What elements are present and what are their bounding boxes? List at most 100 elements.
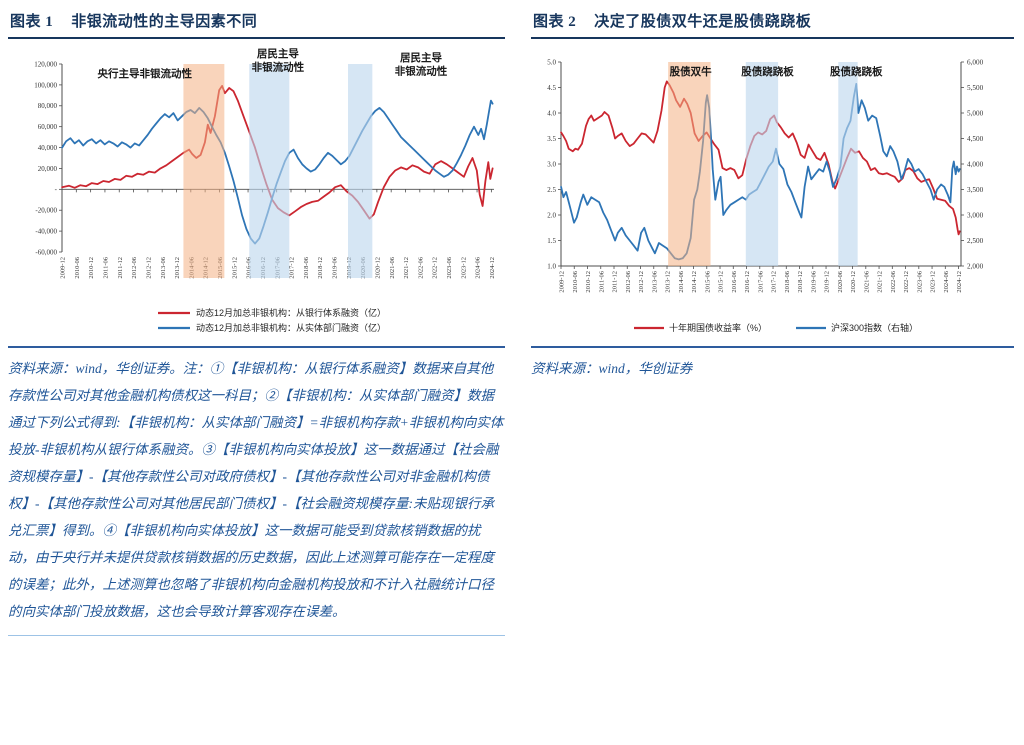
figure1-source-note: 资料来源：wind，华创证券。注：①【非银机构：从银行体系融资】数据来自其他存款… bbox=[8, 346, 505, 636]
x-axis-tick-label: 2020-12 bbox=[850, 271, 857, 293]
figure2-block: 图表 2 决定了股债双牛还是股债跷跷板 5.0 4.5 4.0 3.5 3.0 2.5 2.… bbox=[531, 6, 1014, 636]
left-axis-tick-label: 80,000 bbox=[38, 102, 58, 110]
right-axis-tick-label: 5,000 bbox=[967, 109, 984, 117]
x-axis-tick-label: 2023-12 bbox=[460, 257, 467, 279]
right-axis-tick-label: 5,500 bbox=[967, 84, 984, 92]
x-axis-tick-label: 2023-12 bbox=[930, 271, 937, 293]
right-axis-tick-label: 4,000 bbox=[967, 160, 984, 168]
x-axis-tick-label: 2019-12 bbox=[824, 271, 831, 293]
x-axis-tick-label: 2022-06 bbox=[890, 270, 897, 292]
highlight-band bbox=[183, 64, 225, 278]
right-axis-tick-label: 4,500 bbox=[967, 135, 984, 143]
figure1-title: 图表 1 非银流动性的主导因素不同 bbox=[8, 6, 505, 39]
x-axis-tick-label: 2022-12 bbox=[432, 257, 439, 279]
x-axis-tick-label: 2012-12 bbox=[145, 257, 152, 279]
x-axis-tick-label: 2024-12 bbox=[489, 257, 496, 279]
x-axis-tick-label: 2013-12 bbox=[174, 257, 181, 279]
x-axis-tick-label: 2016-12 bbox=[744, 271, 751, 293]
left-axis-tick-label: 4.5 bbox=[547, 84, 556, 92]
figure1-block: 图表 1 非银流动性的主导因素不同 120,000 100,000 80,000 60… bbox=[8, 6, 505, 636]
left-axis-tick-label: 1.5 bbox=[547, 237, 556, 245]
left-axis-tick-label: 5.0 bbox=[547, 58, 556, 66]
left-axis-tick-label: 3.5 bbox=[547, 135, 556, 143]
x-axis-tick-label: 2018-06 bbox=[303, 256, 310, 278]
left-axis-tick-label: 2.0 bbox=[547, 211, 556, 219]
chart-annotation: 非银流动性 bbox=[395, 65, 448, 78]
x-axis-tick-label: 2010-12 bbox=[585, 271, 592, 293]
x-axis-tick-label: 2020-12 bbox=[374, 257, 381, 279]
right-axis-tick-label: 2,000 bbox=[967, 262, 984, 270]
figure2-chart: 5.0 4.5 4.0 3.5 3.0 2.5 2.0 1.5 1.0 6,000 5,500 5,0… bbox=[547, 58, 984, 333]
x-axis-tick-label: 2010-12 bbox=[88, 257, 95, 279]
highlight-band bbox=[745, 62, 779, 266]
x-axis-tick-label: 2023-06 bbox=[446, 256, 453, 278]
highlight-band bbox=[668, 62, 711, 266]
x-axis-tick-label: 2011-12 bbox=[117, 257, 124, 278]
x-axis-tick-label: 2010-06 bbox=[572, 270, 579, 292]
x-axis-tick-label: 2016-06 bbox=[246, 256, 253, 278]
figure1-label: 图表 1 bbox=[10, 14, 54, 30]
left-axis-tick-label: 3.0 bbox=[547, 160, 556, 168]
x-axis-tick-label: 2019-06 bbox=[332, 256, 339, 278]
right-axis-tick-label: 2,500 bbox=[967, 237, 984, 245]
x-axis-tick-label: 2024-06 bbox=[475, 256, 482, 278]
x-axis-tick-label: 2022-12 bbox=[903, 271, 910, 293]
chart-annotation: 股债跷跷板 bbox=[830, 65, 883, 78]
x-axis-tick-label: 2013-12 bbox=[665, 271, 672, 293]
right-axis-tick-label: 6,000 bbox=[967, 58, 984, 66]
x-axis-tick-label: 2009-12 bbox=[60, 257, 67, 279]
figure2-title-text: 决定了股债双牛还是股债跷跷板 bbox=[594, 14, 812, 30]
left-axis-tick-label: 2.5 bbox=[547, 186, 556, 194]
x-axis-tick-label: 2022-06 bbox=[417, 256, 424, 278]
highlight-band bbox=[348, 64, 373, 278]
legend-label: 动态12月加总非银机构：从实体部门融资（亿） bbox=[196, 322, 386, 333]
x-axis-tick-label: 2024-12 bbox=[956, 271, 963, 293]
x-axis-tick-label: 2018-06 bbox=[784, 270, 791, 292]
left-axis-tick-label: 60,000 bbox=[38, 123, 58, 131]
x-axis-tick-label: 2017-06 bbox=[757, 270, 764, 292]
left-axis-tick-label: -60,000 bbox=[35, 248, 57, 256]
x-axis-tick-label: 2011-12 bbox=[612, 271, 619, 292]
left-axis-tick-label: - bbox=[55, 186, 58, 194]
x-axis-tick-label: 2014-12 bbox=[691, 271, 698, 293]
x-axis-tick-label: 2017-12 bbox=[771, 271, 778, 293]
x-axis-tick-label: 2019-06 bbox=[810, 270, 817, 292]
x-axis-tick-label: 2012-06 bbox=[131, 256, 138, 278]
figure2-chart-area: 5.0 4.5 4.0 3.5 3.0 2.5 2.0 1.5 1.0 6,000 5,500 5,0… bbox=[531, 39, 1014, 344]
figure1-chart-area: 120,000 100,000 80,000 60,000 40,000 20,000 - -… bbox=[8, 39, 505, 344]
x-axis-tick-label: 2012-06 bbox=[625, 270, 632, 292]
x-axis-tick-label: 2012-12 bbox=[638, 271, 645, 293]
left-axis-tick-label: 120,000 bbox=[34, 60, 57, 68]
x-axis-tick-label: 2017-12 bbox=[289, 257, 296, 279]
x-axis-tick-label: 2011-06 bbox=[598, 270, 605, 292]
legend-label: 十年期国债收益率（%） bbox=[669, 322, 767, 333]
figure2-title: 图表 2 决定了股债双牛还是股债跷跷板 bbox=[531, 6, 1014, 39]
x-axis-tick-label: 2015-12 bbox=[231, 257, 238, 279]
chart-annotation: 股债跷跷板 bbox=[741, 65, 794, 78]
left-axis-tick-label: 100,000 bbox=[34, 81, 57, 89]
x-axis-tick-label: 2018-12 bbox=[317, 257, 324, 279]
x-axis-tick-label: 2024-06 bbox=[943, 270, 950, 292]
left-axis-tick-label: -20,000 bbox=[35, 207, 57, 215]
highlight-band bbox=[249, 64, 290, 278]
x-axis-tick-label: 2020-06 bbox=[837, 270, 844, 292]
legend-label: 动态12月加总非银机构：从银行体系融资（亿） bbox=[196, 307, 386, 318]
chart-annotation: 居民主导 bbox=[257, 47, 299, 60]
chart-annotation: 非银流动性 bbox=[252, 61, 305, 74]
figure1-chart: 120,000 100,000 80,000 60,000 40,000 20,000 - -… bbox=[34, 47, 496, 333]
left-axis-tick-label: -40,000 bbox=[35, 228, 57, 236]
x-axis-tick-label: 2014-06 bbox=[678, 270, 685, 292]
x-axis-tick-label: 2021-06 bbox=[863, 270, 870, 292]
chart-annotation: 居民主导 bbox=[400, 51, 442, 64]
x-axis-tick-label: 2015-06 bbox=[704, 270, 711, 292]
x-axis-tick-label: 2013-06 bbox=[160, 256, 167, 278]
x-axis-tick-label: 2013-06 bbox=[651, 270, 658, 292]
x-axis-tick-label: 2021-12 bbox=[877, 271, 884, 293]
x-axis-tick-label: 2016-06 bbox=[731, 270, 738, 292]
x-axis-tick-label: 2009-12 bbox=[559, 271, 566, 293]
chart-annotation: 股债双牛 bbox=[670, 65, 712, 78]
figure2-label: 图表 2 bbox=[533, 14, 577, 30]
left-axis-tick-label: 4.0 bbox=[547, 109, 556, 117]
figure1-title-text: 非银流动性的主导因素不同 bbox=[71, 14, 258, 30]
x-axis-tick-label: 2010-06 bbox=[74, 256, 81, 278]
